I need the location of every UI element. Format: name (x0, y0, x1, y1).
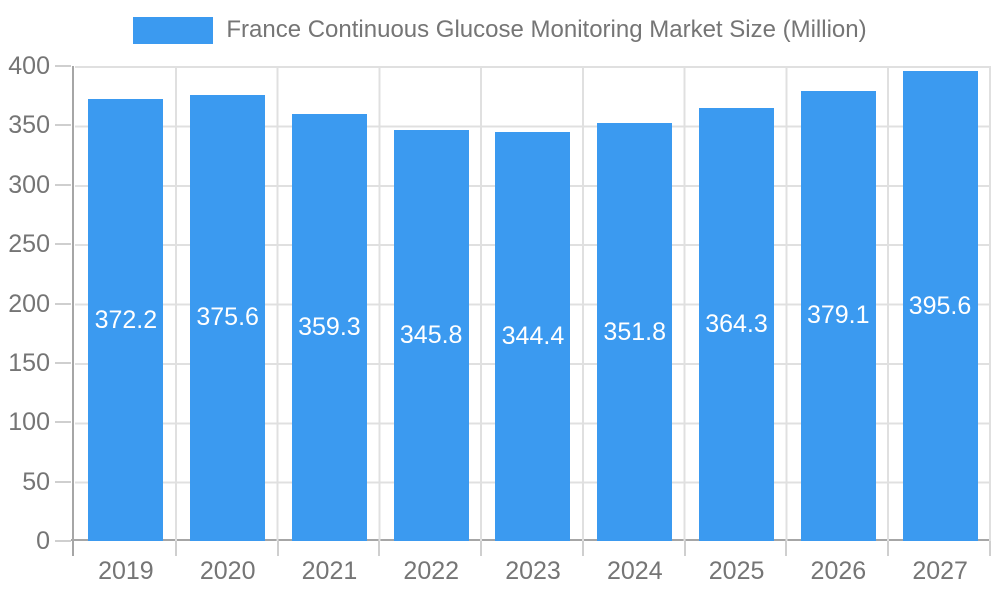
bar-value-label: 379.1 (806, 301, 870, 330)
y-tick: 400 (0, 53, 71, 79)
y-tick-label: 250 (8, 230, 50, 259)
y-tick-mark (55, 361, 71, 364)
y-tick-label: 350 (8, 111, 50, 140)
legend: France Continuous Glucose Monitoring Mar… (0, 16, 1000, 44)
y-tick-label: 100 (8, 408, 50, 437)
x-axis-ticks (75, 541, 991, 556)
x-tick-mark (174, 541, 177, 556)
bar: 395.6 (902, 71, 978, 541)
x-tick-label: 2023 (505, 557, 561, 585)
x-tick-mark (276, 541, 279, 556)
legend-swatch (133, 17, 214, 44)
bar: 344.4 (495, 132, 571, 541)
y-tick-mark (55, 540, 71, 542)
bar-value-label: 359.3 (298, 313, 361, 342)
y-tick: 250 (0, 231, 71, 257)
bar-value-label: 351.8 (603, 317, 666, 346)
y-axis-line (72, 66, 74, 556)
y-tick: 0 (0, 528, 71, 554)
bar: 345.8 (393, 130, 469, 541)
x-tick-mark (581, 541, 584, 556)
x-tick-label: 2026 (810, 557, 867, 585)
y-tick: 50 (0, 469, 71, 495)
y-tick-label: 150 (8, 348, 50, 377)
x-tick-mark (887, 541, 890, 556)
y-tick: 100 (0, 409, 71, 435)
bar-value-label: 375.6 (196, 303, 259, 332)
y-tick: 350 (0, 112, 71, 138)
y-tick-label: 400 (8, 52, 50, 80)
x-tick-label: 2022 (403, 557, 460, 585)
y-tick-label: 0 (36, 527, 50, 555)
y-tick-mark (55, 243, 71, 246)
bar: 372.2 (88, 99, 164, 541)
x-tick-label: 2021 (301, 557, 358, 585)
x-tick-label: 2024 (606, 557, 663, 585)
x-tick-label: 2027 (912, 557, 968, 585)
y-tick-mark (55, 124, 71, 127)
bar: 364.3 (698, 108, 774, 541)
x-tick-mark (785, 541, 788, 556)
y-tick-mark (55, 65, 71, 67)
y-axis: 400 350 300 250 200 150 100 50 0 (0, 53, 71, 554)
bar: 359.3 (291, 114, 367, 541)
bar-value-label: 344.4 (501, 322, 565, 351)
x-tick-label: 2025 (708, 557, 765, 585)
y-tick-label: 300 (8, 170, 50, 199)
y-tick: 200 (0, 291, 71, 317)
y-tick-mark (55, 480, 71, 483)
x-tick-mark (378, 541, 381, 556)
bar: 351.8 (597, 123, 673, 541)
x-tick-mark (683, 541, 686, 556)
x-tick-mark (989, 541, 991, 556)
bar-value-label: 364.3 (705, 310, 768, 339)
bar-value-label: 345.8 (399, 321, 463, 350)
y-tick-mark (55, 183, 71, 186)
x-tick-mark (480, 541, 483, 556)
plot-area: 372.2 375.6 359.3 345.8 344.4 351.8 364.3 379.1… (75, 66, 991, 541)
y-tick-label: 200 (8, 289, 50, 318)
y-tick: 300 (0, 172, 71, 198)
legend-label: France Continuous Glucose Monitoring Mar… (226, 16, 867, 44)
y-tick: 150 (0, 350, 71, 376)
y-tick-mark (55, 421, 71, 424)
bar-value-label: 395.6 (908, 291, 972, 320)
bar: 379.1 (800, 90, 876, 541)
bar: 375.6 (190, 94, 266, 541)
x-axis-labels: 2019 2020 2021 2022 2023 2024 2025 2026 2027 (75, 558, 991, 585)
x-tick-label: 2019 (98, 557, 154, 585)
y-tick-mark (55, 302, 71, 305)
y-tick-label: 50 (22, 467, 50, 496)
x-tick-label: 2020 (199, 557, 256, 585)
bar-value-label: 372.2 (94, 305, 158, 334)
